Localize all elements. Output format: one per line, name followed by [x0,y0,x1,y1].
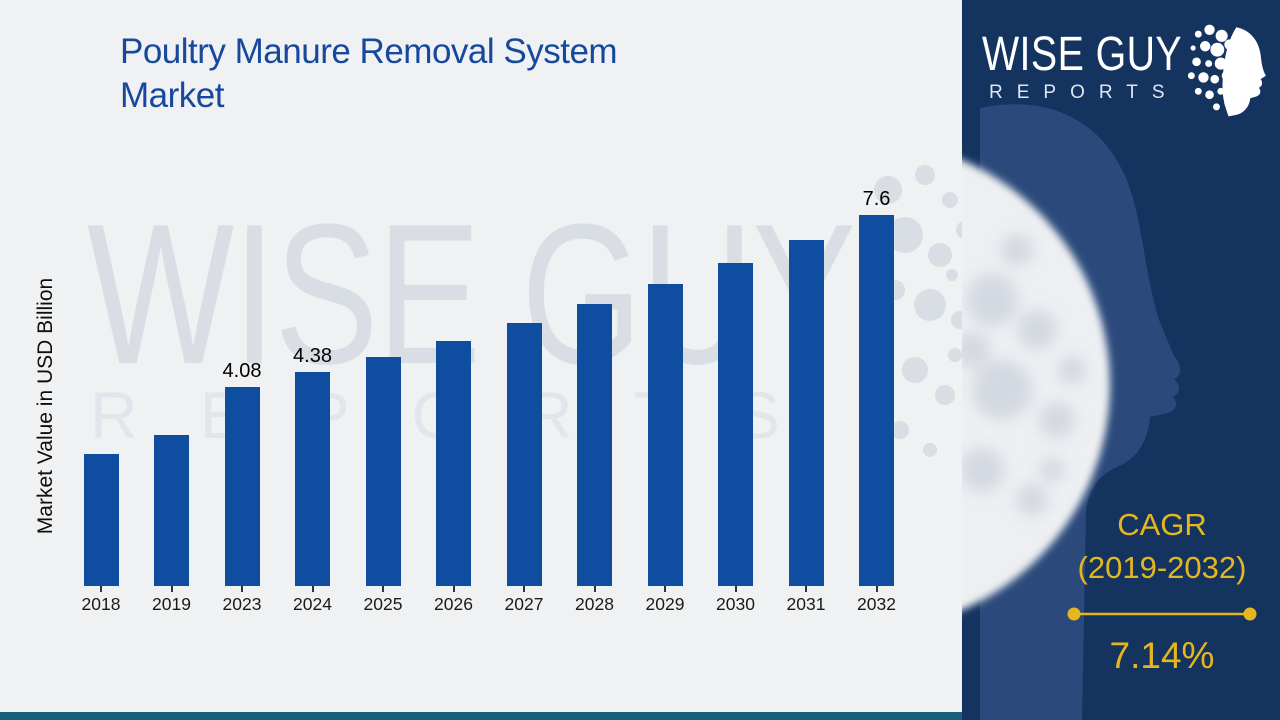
page-title: Poultry Manure Removal System Market [120,32,618,115]
bar-value-label-2024: 4.38 [293,345,332,367]
bar-2031 [788,240,824,586]
x-tick-2026 [452,586,455,592]
brand-panel: WISE GUY REPORTS CAGR (2019-2032) [962,0,1280,720]
cagr-line [1067,607,1257,621]
light-circle [962,160,1110,610]
x-tick-label-2018: 2018 [81,594,121,614]
panel-decoration [962,104,1181,720]
bottom-accent-strip [0,712,962,720]
x-tick-label-2029: 2029 [645,594,685,614]
bar-2026 [436,341,471,586]
x-tick-label-2030: 2030 [716,594,755,614]
bar-2029 [647,284,683,586]
x-tick-label-2031: 2031 [786,594,826,614]
x-tick-label-2023: 2023 [222,594,262,614]
x-tick-2031 [805,586,807,592]
bar-plot: 2018 2019 2023 4.08 2024 4.38 2025 2026 2027 2028… [81,188,896,614]
x-tick-2019 [170,586,173,592]
x-tick-label-2027: 2027 [504,594,544,614]
x-tick-label-2024: 2024 [293,594,332,614]
logo-wiseguy-text: WISE GUY [982,28,1183,81]
cagr-range: (2019-2032) [1077,550,1247,585]
cagr-label: CAGR [1117,507,1207,542]
x-tick-label-2026: 2026 [434,594,473,614]
bar-value-label-2032: 7.6 [862,188,891,210]
watermark-dots-head-icon [866,165,974,457]
x-tick-label-2028: 2028 [575,594,614,614]
x-tick-2027 [523,586,525,592]
bar-2028 [577,304,612,586]
x-tick-label-2019: 2019 [152,594,191,614]
x-tick-label-2032: 2032 [857,594,896,614]
bar-2023 [224,387,260,586]
x-tick-2029 [664,586,666,592]
x-tick-2030 [734,586,737,592]
logo-reports-text: REPORTS [989,82,1179,103]
bar-2018 [83,454,119,586]
x-tick-label-2025: 2025 [363,594,403,614]
cagr-value: 7.14% [1109,635,1215,676]
x-tick-2023 [241,586,243,592]
wiseguy-head-icon [1187,24,1266,117]
bar-2019 [154,435,189,586]
x-tick-2018 [100,586,102,592]
x-tick-2028 [593,586,596,592]
bar-2030 [718,263,753,586]
x-tick-2024 [311,586,314,592]
cagr-block: CAGR (2019-2032) 7.14% [1052,505,1272,678]
x-tick-2032 [875,586,878,592]
x-tick-2025 [382,586,384,592]
bar-2025 [365,357,401,586]
bar-2032 [859,215,894,586]
bar-2027 [506,323,542,586]
bar-2024 [295,372,330,586]
wiseguy-logo: WISE GUY REPORTS [982,30,1226,104]
bar-value-label-2023: 4.08 [222,360,262,382]
